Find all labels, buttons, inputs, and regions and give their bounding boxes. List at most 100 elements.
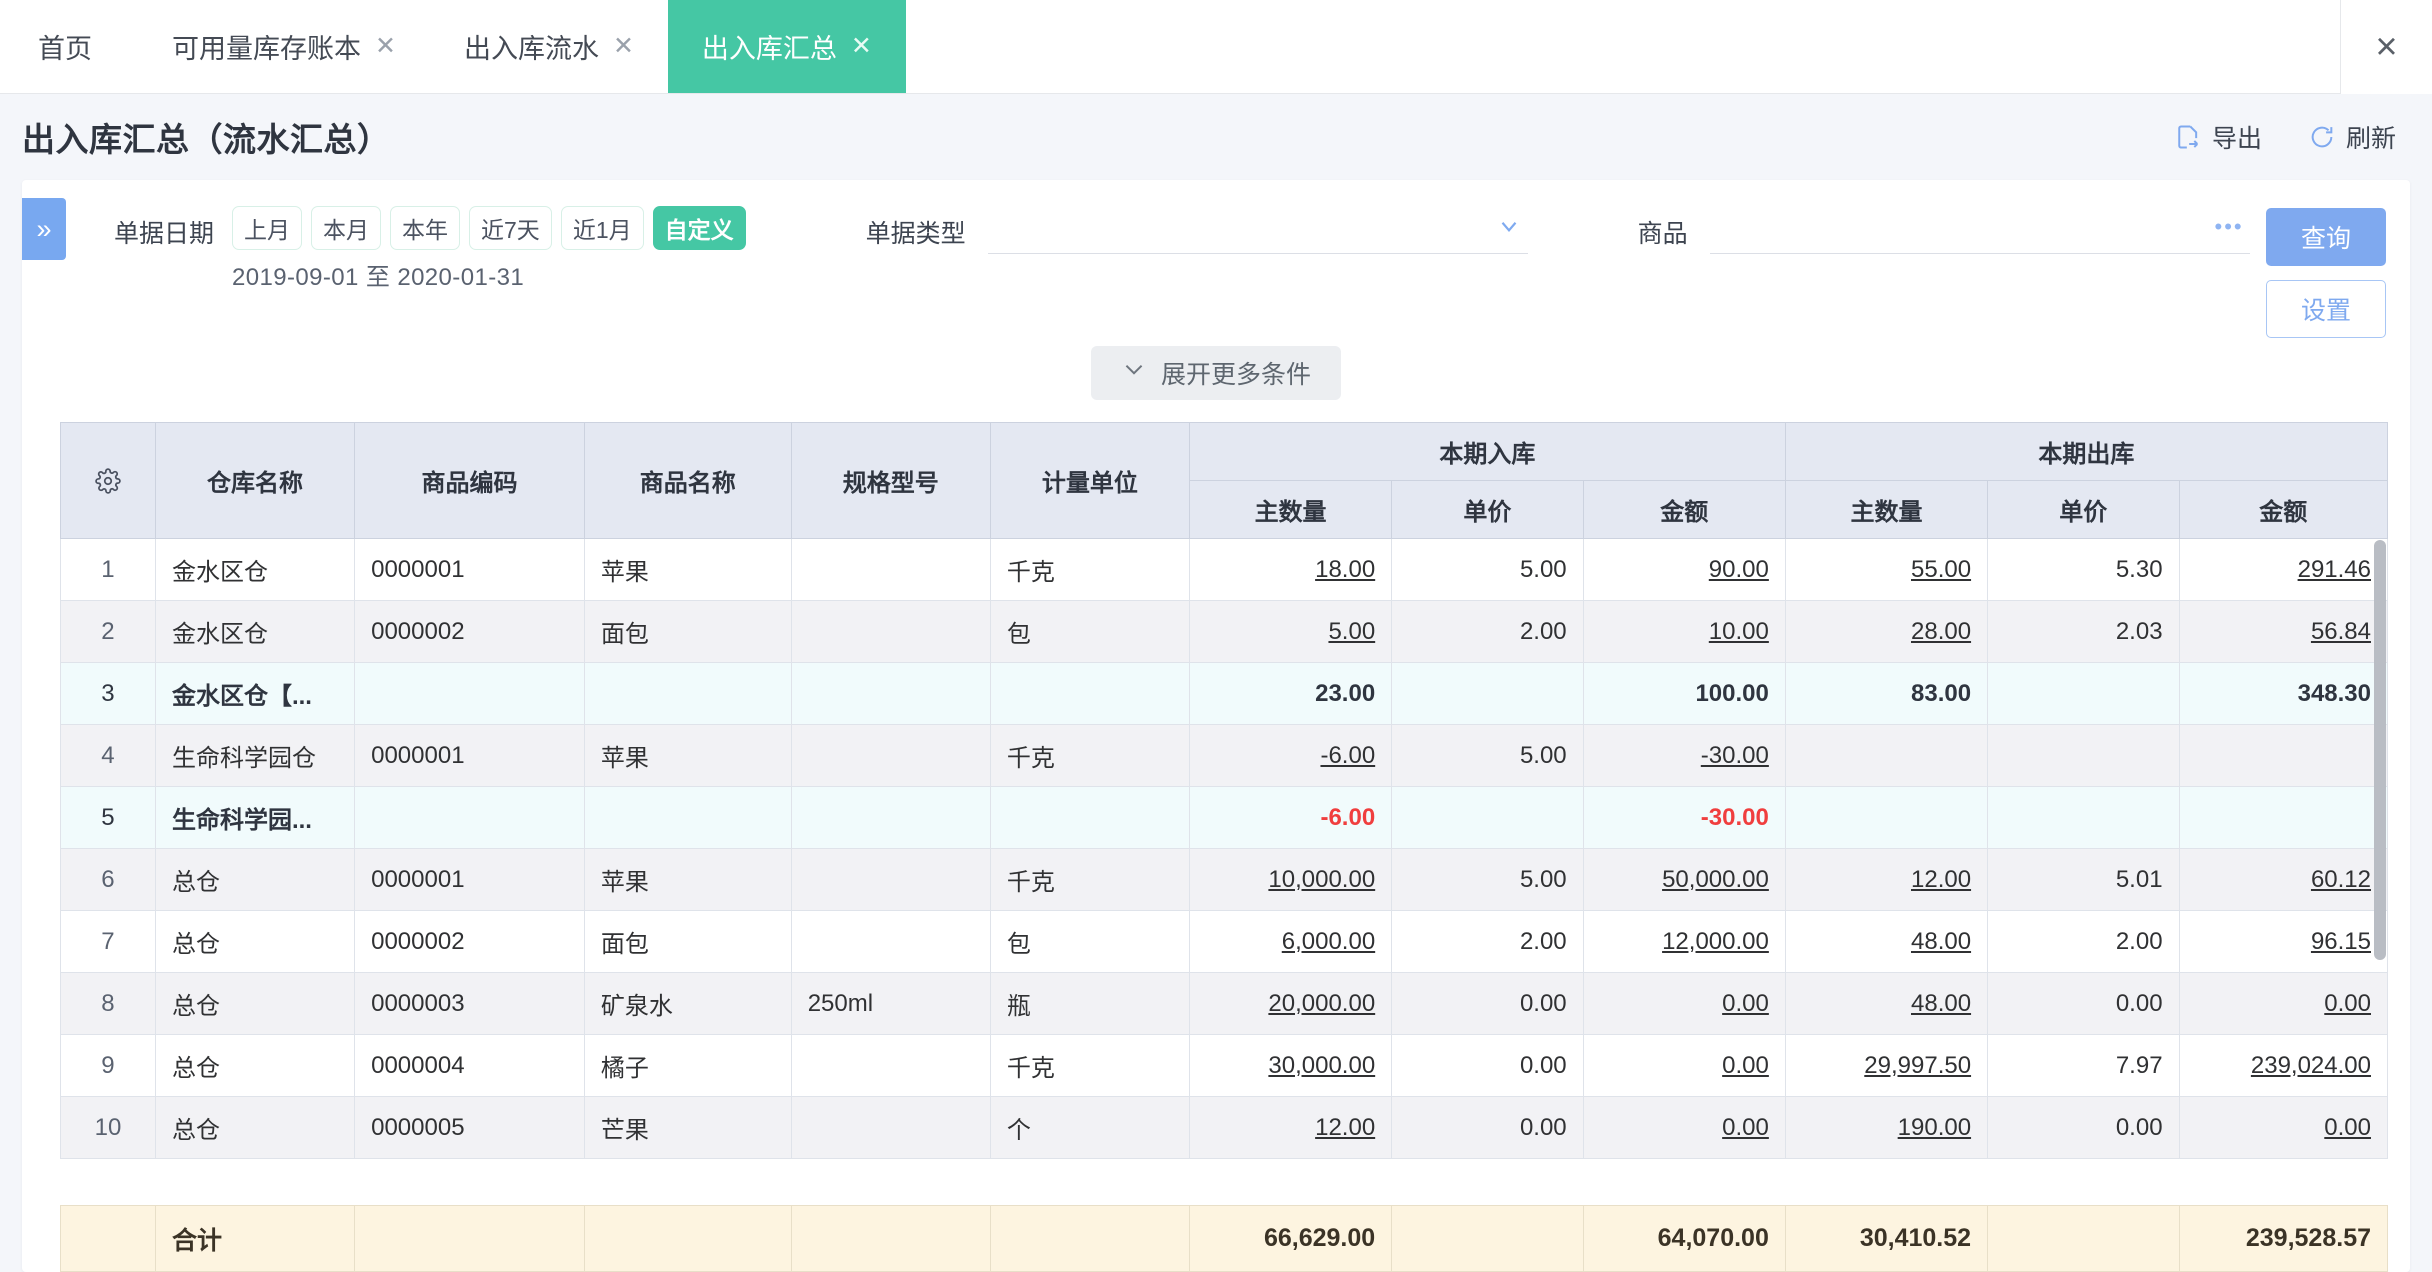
drilldown-link[interactable]: 0.00 (1722, 1051, 1769, 1079)
date-range-text[interactable]: 2019-09-01 至 2020-01-31 (232, 264, 525, 291)
col-product-name[interactable]: 商品名称 (583, 422, 792, 539)
cell-outbound-qty (1784, 786, 1989, 849)
tab-close-icon[interactable]: ✕ (375, 32, 396, 60)
more-options-icon[interactable]: ••• (2214, 214, 2244, 239)
window-close-icon[interactable]: × (2340, 0, 2432, 94)
drilldown-link[interactable]: 0.00 (1722, 1113, 1769, 1141)
col-warehouse-name[interactable]: 仓库名称 (154, 422, 356, 539)
tab-label: 出入库汇总 (701, 34, 837, 64)
collapse-filters-button[interactable]: » (22, 198, 66, 260)
cell-inbound-amount: 0.00 (1582, 1096, 1786, 1159)
drilldown-link[interactable]: 28.00 (1911, 617, 1972, 645)
drilldown-link[interactable]: 60.12 (2310, 865, 2371, 893)
date-option-this-month[interactable]: 本月 (311, 206, 382, 250)
cell-spec-model (790, 1096, 991, 1159)
date-option-last-1-month[interactable]: 近1月 (560, 206, 644, 250)
drilldown-link[interactable]: 12.00 (1911, 865, 1972, 893)
drilldown-link[interactable]: 0.00 (2324, 989, 2371, 1017)
settings-button[interactable]: 设置 (2265, 280, 2386, 338)
drilldown-link[interactable]: 18.00 (1315, 555, 1376, 583)
page-header: 出入库汇总（流水汇总） 导出 (0, 94, 2432, 180)
table-subtotal-row[interactable]: 5 生命科学园... -6.00 -30.00 (60, 786, 2389, 849)
scrollbar-thumb[interactable] (2374, 540, 2386, 960)
col-inbound-price[interactable]: 单价 (1391, 480, 1584, 539)
date-option-last-7-days[interactable]: 近7天 (469, 206, 552, 250)
drilldown-link[interactable]: 10.00 (1708, 617, 1769, 645)
export-button[interactable]: 导出 (2174, 119, 2262, 155)
col-product-code[interactable]: 商品编码 (354, 422, 585, 539)
drilldown-link[interactable]: 48.00 (1911, 989, 1972, 1017)
drilldown-link[interactable]: 55.00 (1911, 555, 1972, 583)
vertical-scrollbar[interactable] (2374, 540, 2386, 1203)
tab-close-icon[interactable]: ✕ (850, 32, 872, 60)
drilldown-link[interactable]: 50,000.00 (1662, 865, 1769, 893)
col-inbound-amount[interactable]: 金额 (1582, 480, 1786, 539)
tab-home[interactable]: 首页 (0, 0, 138, 93)
table-row[interactable]: 6 总仓 0000001 苹果 千克 10,000.00 5.00 50,000.00 12.0… (60, 848, 2389, 911)
drilldown-link[interactable]: 48.00 (1911, 927, 1972, 955)
col-outbound-qty[interactable]: 主数量 (1784, 480, 1989, 539)
chevron-down-icon[interactable] (1496, 213, 1522, 244)
col-outbound-price[interactable]: 单价 (1987, 480, 2180, 539)
drilldown-link[interactable]: 90.00 (1708, 555, 1769, 583)
date-option-custom[interactable]: 自定义 (652, 206, 746, 250)
cell-inbound-price (1391, 786, 1584, 849)
filter-actions: 查询 设置 (2265, 206, 2386, 338)
tab-close-icon[interactable]: ✕ (612, 32, 634, 60)
cell-warehouse-name: 金水区仓 (154, 538, 356, 601)
drilldown-link[interactable]: 0.00 (2324, 1113, 2371, 1141)
row-index: 10 (60, 1096, 156, 1159)
drilldown-link[interactable]: -6.00 (1320, 741, 1376, 769)
drilldown-link[interactable]: 30,000.00 (1268, 1051, 1376, 1079)
drilldown-link[interactable]: 20,000.00 (1268, 989, 1376, 1017)
drilldown-link[interactable]: 291.46 (2297, 555, 2371, 583)
filter-row: 单据日期 上月 本月 本年 近7天 近1月 自定义 2019-09-01 至 2… (22, 206, 2410, 338)
totals-label: 合计 (154, 1205, 356, 1272)
doc-type-input[interactable] (987, 206, 1528, 254)
drilldown-link[interactable]: 0.00 (1722, 989, 1769, 1017)
table-row[interactable]: 4 生命科学园仓 0000001 苹果 千克 -6.00 5.00 -30.00 (60, 724, 2389, 787)
column-settings-cell[interactable] (60, 422, 156, 539)
drilldown-link[interactable]: 6,000.00 (1281, 927, 1376, 955)
tab-available-stock-ledger[interactable]: 可用量库存账本 ✕ (138, 0, 430, 93)
table-subtotal-row[interactable]: 3 金水区仓【... 23.00 100.00 83.00 348.30 (60, 662, 2389, 725)
expand-more-conditions-button[interactable]: 展开更多条件 (1090, 346, 1341, 400)
refresh-button[interactable]: 刷新 (2308, 119, 2396, 155)
drilldown-link[interactable]: 10,000.00 (1268, 865, 1376, 893)
product-input[interactable] (1709, 206, 2250, 254)
date-option-last-month[interactable]: 上月 (232, 206, 303, 250)
date-option-this-year[interactable]: 本年 (390, 206, 461, 250)
col-inbound-qty[interactable]: 主数量 (1188, 480, 1393, 539)
drilldown-link[interactable]: 29,997.50 (1864, 1051, 1972, 1079)
cell-outbound-amount: 348.30 (2178, 662, 2389, 725)
drilldown-link[interactable]: 12.00 (1315, 1113, 1376, 1141)
cell-outbound-amount (2178, 724, 2389, 787)
col-outbound-amount[interactable]: 金额 (2178, 480, 2389, 539)
table-row[interactable]: 1 金水区仓 0000001 苹果 千克 18.00 5.00 90.00 55.00 5.30 2… (60, 538, 2389, 601)
drilldown-link[interactable]: 5.00 (1328, 617, 1376, 645)
drilldown-link[interactable]: 12,000.00 (1662, 927, 1769, 955)
cell-inbound-price: 5.00 (1391, 538, 1584, 601)
drilldown-link[interactable]: 56.84 (2310, 617, 2371, 645)
drilldown-link[interactable]: 96.15 (2310, 927, 2371, 955)
data-table-container: 仓库名称 商品编码 商品名称 规格型号 计量单位 本期入库 本期出库 主数量 单… (22, 422, 2410, 1205)
filter-panel: » 单据日期 上月 本月 本年 近7天 近1月 自定义 (22, 180, 2410, 422)
table-row[interactable]: 7 总仓 0000002 面包 包 6,000.00 2.00 12,000.00 48.00 2… (60, 910, 2389, 973)
table-row[interactable]: 8 总仓 0000003 矿泉水 250ml 瓶 20,000.00 0.00 0.00 48.0… (60, 972, 2389, 1035)
table-row[interactable]: 2 金水区仓 0000002 面包 包 5.00 2.00 10.00 28.00 2.03 56.… (60, 600, 2389, 663)
gear-icon[interactable] (61, 467, 154, 494)
tab-inout-summary[interactable]: 出入库汇总 ✕ (667, 0, 906, 93)
drilldown-link[interactable]: 190.00 (1897, 1113, 1972, 1141)
col-unit[interactable]: 计量单位 (989, 422, 1190, 539)
table-row[interactable]: 9 总仓 0000004 橘子 千克 30,000.00 0.00 0.00 29,997.50… (60, 1034, 2389, 1097)
drilldown-link[interactable]: -30.00 (1700, 741, 1769, 769)
cell-outbound-price: 2.00 (1987, 910, 2180, 973)
cell-product-code: 0000001 (354, 848, 585, 911)
table-row[interactable]: 10 总仓 0000005 芒果 个 12.00 0.00 0.00 190.00 0.00 0.0… (60, 1096, 2389, 1159)
col-spec-model[interactable]: 规格型号 (790, 422, 991, 539)
tab-inout-flow[interactable]: 出入库流水 ✕ (430, 0, 668, 93)
drilldown-link[interactable]: 239,024.00 (2250, 1051, 2371, 1079)
query-button[interactable]: 查询 (2265, 208, 2386, 266)
cell-outbound-amount: 291.46 (2178, 538, 2389, 601)
row-index: 2 (60, 600, 156, 663)
